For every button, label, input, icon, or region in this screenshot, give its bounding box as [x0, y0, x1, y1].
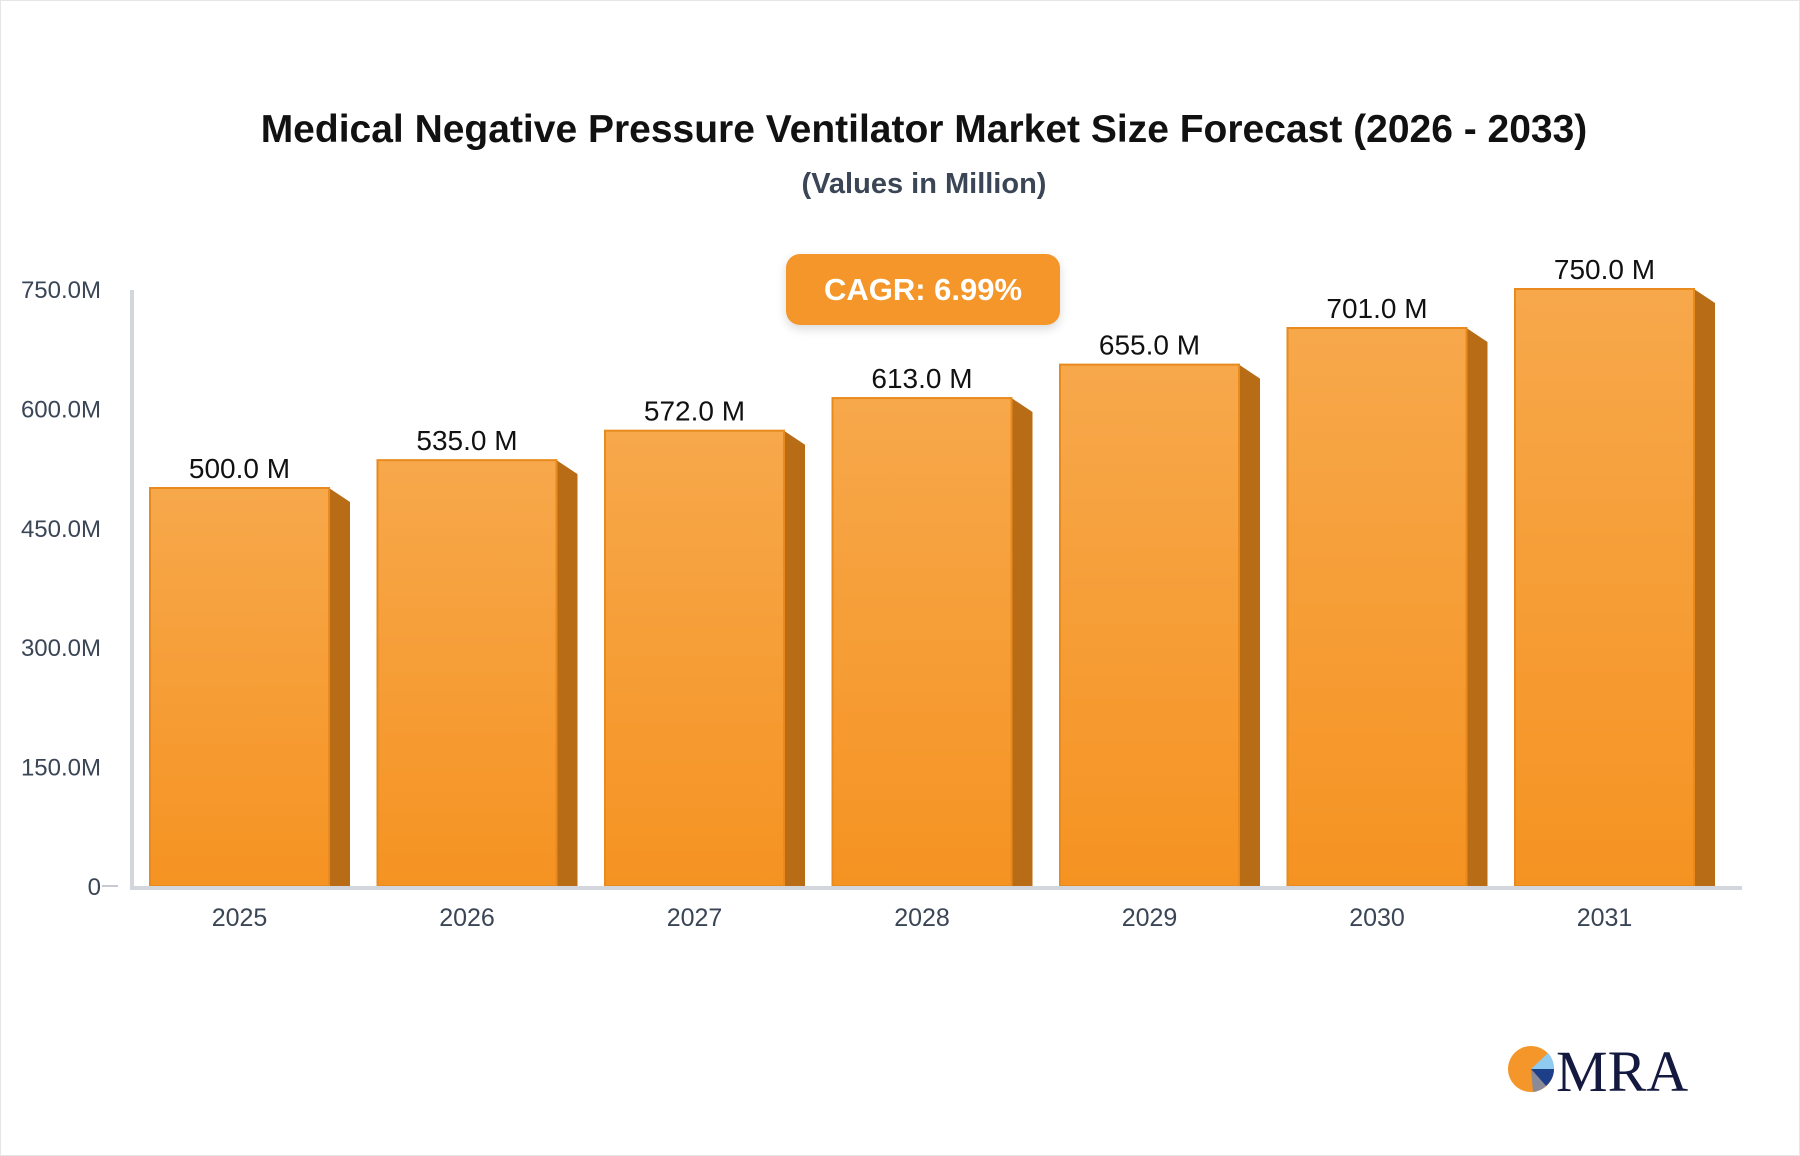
svg-text:MRA: MRA [1556, 1039, 1688, 1098]
bar-2029 [1059, 363, 1240, 887]
chart-title: Medical Negative Pressure Ventilator Mar… [260, 108, 1588, 151]
bar-2028 [831, 397, 1013, 887]
data-label: 613.0 M [871, 363, 972, 394]
bar-side [556, 460, 578, 886]
bar-side [1239, 364, 1260, 886]
chart-subtitle: (Values in Million) [801, 168, 1047, 200]
y-tick-label: 150.0M [21, 755, 101, 782]
bar-side [1694, 289, 1715, 886]
data-label: 535.0 M [416, 425, 517, 456]
data-label: 500.0 M [189, 453, 290, 484]
data-label: 750.0 M [1554, 254, 1655, 285]
bar-2025 [149, 487, 330, 887]
bar-2026 [376, 459, 558, 887]
y-tick-label: 750.0M [21, 277, 101, 304]
data-label: 701.0 M [1326, 293, 1427, 324]
y-tick-label: 450.0M [21, 516, 101, 543]
x-tick-label: 2029 [1122, 904, 1178, 932]
data-label: 655.0 M [1099, 330, 1200, 361]
bar-2030 [1286, 327, 1468, 887]
bar-2031 [1514, 288, 1695, 887]
data-label: 572.0 M [644, 396, 745, 427]
x-tick-label: 2027 [667, 904, 723, 932]
x-tick-label: 2028 [894, 904, 950, 932]
bar-side [1011, 398, 1033, 886]
bar-side [329, 488, 350, 886]
x-tick-label: 2026 [439, 904, 495, 932]
x-tick-label: 2025 [212, 904, 268, 932]
bar-side [1466, 328, 1488, 886]
y-tick-label: 0 [88, 874, 101, 901]
x-tick-label: 2030 [1349, 904, 1405, 932]
y-tick-label: 600.0M [21, 396, 101, 423]
mra-logo: MRA [1508, 1039, 1688, 1098]
bar-side [784, 430, 805, 886]
x-tick-label: 2031 [1577, 904, 1633, 932]
y-tick-label: 300.0M [21, 635, 101, 662]
bar-2027 [604, 429, 785, 887]
cagr-badge: CAGR: 6.99% [786, 254, 1060, 325]
